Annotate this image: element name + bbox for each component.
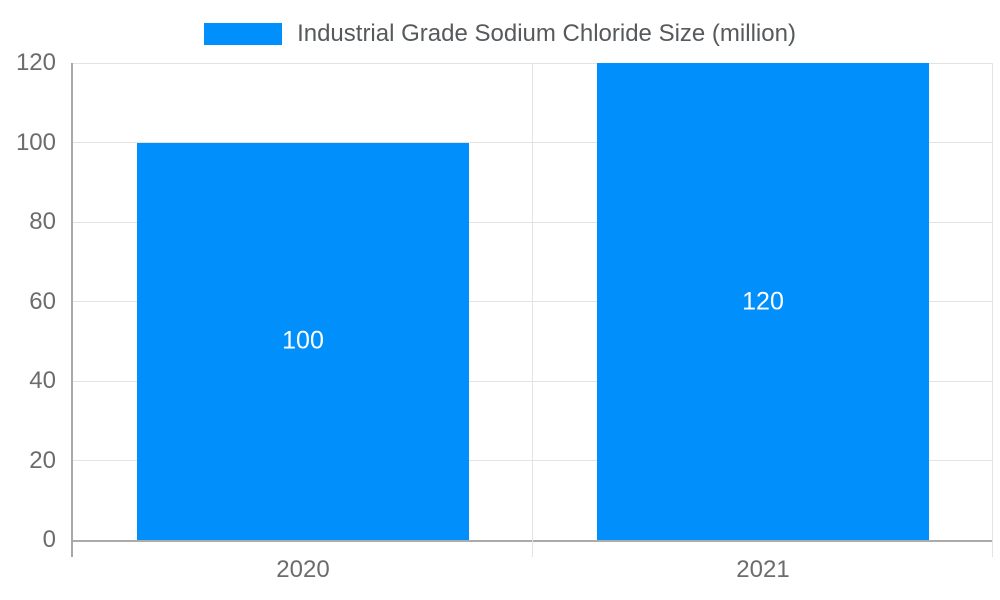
legend-swatch — [204, 23, 283, 45]
gridline-y-120 — [73, 62, 993, 64]
x-axis-tick-label-2021: 2021 — [736, 556, 790, 583]
y-axis-tick-label-100: 100 — [15, 128, 56, 156]
bar-value-label-2020: 100 — [282, 326, 324, 355]
legend-label: Industrial Grade Sodium Chloride Size (m… — [297, 20, 796, 47]
legend[interactable]: Industrial Grade Sodium Chloride Size (m… — [0, 20, 1000, 48]
bar-value-label-2021: 120 — [742, 287, 784, 315]
y-axis-line — [71, 63, 73, 557]
y-axis-tick-label-40: 40 — [29, 367, 56, 394]
y-axis-tick-label-0: 0 — [42, 526, 56, 553]
y-axis-tick-label-80: 80 — [29, 208, 56, 235]
gridline-y-60 — [73, 301, 993, 302]
gridline-y-80 — [73, 221, 993, 223]
gridline-y-20 — [73, 460, 993, 461]
gridline-y-100 — [73, 142, 993, 143]
plot-area: 100 120 — [71, 62, 993, 557]
x-axis-tick-label-2020: 2020 — [276, 556, 330, 583]
y-axis-tick-label-60: 60 — [29, 287, 56, 315]
gridline-y-40 — [73, 380, 993, 382]
x-axis-line — [73, 540, 993, 542]
bar-2021[interactable]: 120 — [597, 63, 929, 540]
gridline-x-2 — [992, 63, 993, 557]
y-axis-tick-label-20: 20 — [29, 446, 56, 474]
bar-2020[interactable]: 100 — [137, 142, 469, 540]
gridline-x-1 — [532, 63, 533, 557]
y-axis-tick-label-120: 120 — [15, 49, 56, 76]
